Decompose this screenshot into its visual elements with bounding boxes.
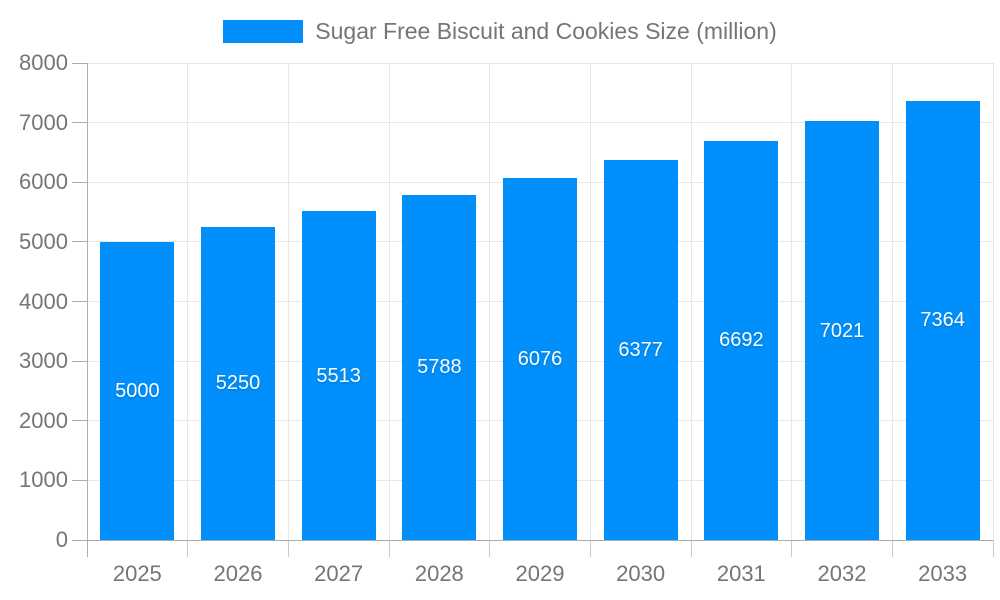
x-axis-tick: [891, 540, 893, 557]
x-axis-tick: [690, 540, 692, 557]
y-axis-tick: [72, 122, 87, 124]
bar-2027[interactable]: [301, 211, 376, 540]
y-axis-label: 8000: [19, 50, 68, 75]
x-axis-label: 2031: [716, 561, 766, 586]
legend-swatch: [223, 20, 304, 43]
bar-2029[interactable]: [503, 177, 577, 540]
bar-2032[interactable]: [805, 121, 879, 540]
y-axis-label: 0: [55, 527, 68, 552]
x-axis-tick: [187, 540, 189, 557]
y-axis-tick: [72, 241, 87, 243]
bar-value-label: 6076: [517, 347, 563, 370]
y-axis-tick: [72, 420, 87, 422]
bar-value-label: 6692: [719, 329, 764, 352]
y-axis-label: 2000: [19, 407, 68, 433]
y-axis-tick: [72, 479, 87, 481]
y-axis-line: [86, 63, 88, 557]
bar-2028[interactable]: [402, 194, 477, 540]
y-axis-label: 5000: [19, 228, 68, 254]
y-axis-label: 7000: [19, 109, 68, 135]
gridline-horizontal: [87, 122, 993, 124]
y-axis-tick: [72, 181, 87, 183]
y-axis-label: 4000: [19, 288, 68, 314]
bar-value-label: 6377: [618, 338, 663, 361]
x-axis-label: 2032: [817, 561, 867, 586]
y-axis-label: 6000: [19, 169, 68, 195]
gridline-vertical: [791, 63, 793, 540]
gridline-horizontal: [87, 62, 993, 64]
y-axis-tick: [72, 360, 87, 362]
x-axis-tick: [589, 540, 591, 557]
x-axis-tick: [489, 540, 491, 557]
x-axis-label: 2033: [918, 561, 968, 586]
gridline-vertical: [589, 63, 591, 540]
x-axis-tick: [791, 540, 793, 557]
x-axis-label: 2029: [515, 561, 565, 586]
x-axis-tick: [388, 540, 390, 557]
x-axis-tick: [992, 540, 994, 557]
bar-value-label: 5788: [417, 356, 462, 379]
x-axis-label: 2030: [616, 561, 666, 586]
bar-value-label: 5513: [316, 364, 361, 387]
x-axis-label: 2027: [314, 561, 364, 586]
x-axis-line: [72, 539, 993, 541]
legend-label: Sugar Free Biscuit and Cookies Size (mil…: [315, 18, 777, 44]
y-axis-label: 1000: [19, 467, 68, 493]
bar-value-label: 7364: [920, 309, 965, 332]
x-axis-tick: [287, 540, 289, 557]
gridline-vertical: [992, 63, 994, 540]
bar-2033[interactable]: [905, 100, 980, 540]
bar-value-label: 7021: [819, 319, 865, 342]
y-axis-label: 3000: [19, 348, 68, 374]
x-axis-label: 2028: [414, 561, 464, 586]
x-axis-label: 2025: [112, 561, 162, 586]
gridline-vertical: [489, 63, 491, 540]
legend[interactable]: Sugar Free Biscuit and Cookies Size (mil…: [0, 18, 1000, 45]
bar-2030[interactable]: [603, 159, 678, 540]
gridline-vertical: [388, 63, 390, 540]
bar-2031[interactable]: [704, 140, 779, 540]
gridline-vertical: [891, 63, 893, 540]
y-axis-tick: [72, 62, 87, 64]
bar-value-label: 5000: [115, 379, 160, 402]
bar-2026[interactable]: [201, 226, 275, 540]
gridline-vertical: [187, 63, 189, 540]
bar-value-label: 5250: [215, 372, 261, 395]
y-axis-tick: [72, 301, 87, 302]
x-axis-label: 2026: [213, 561, 263, 586]
bar-2025[interactable]: [100, 241, 175, 540]
gridline-vertical: [690, 63, 692, 540]
gridline-vertical: [287, 63, 289, 540]
